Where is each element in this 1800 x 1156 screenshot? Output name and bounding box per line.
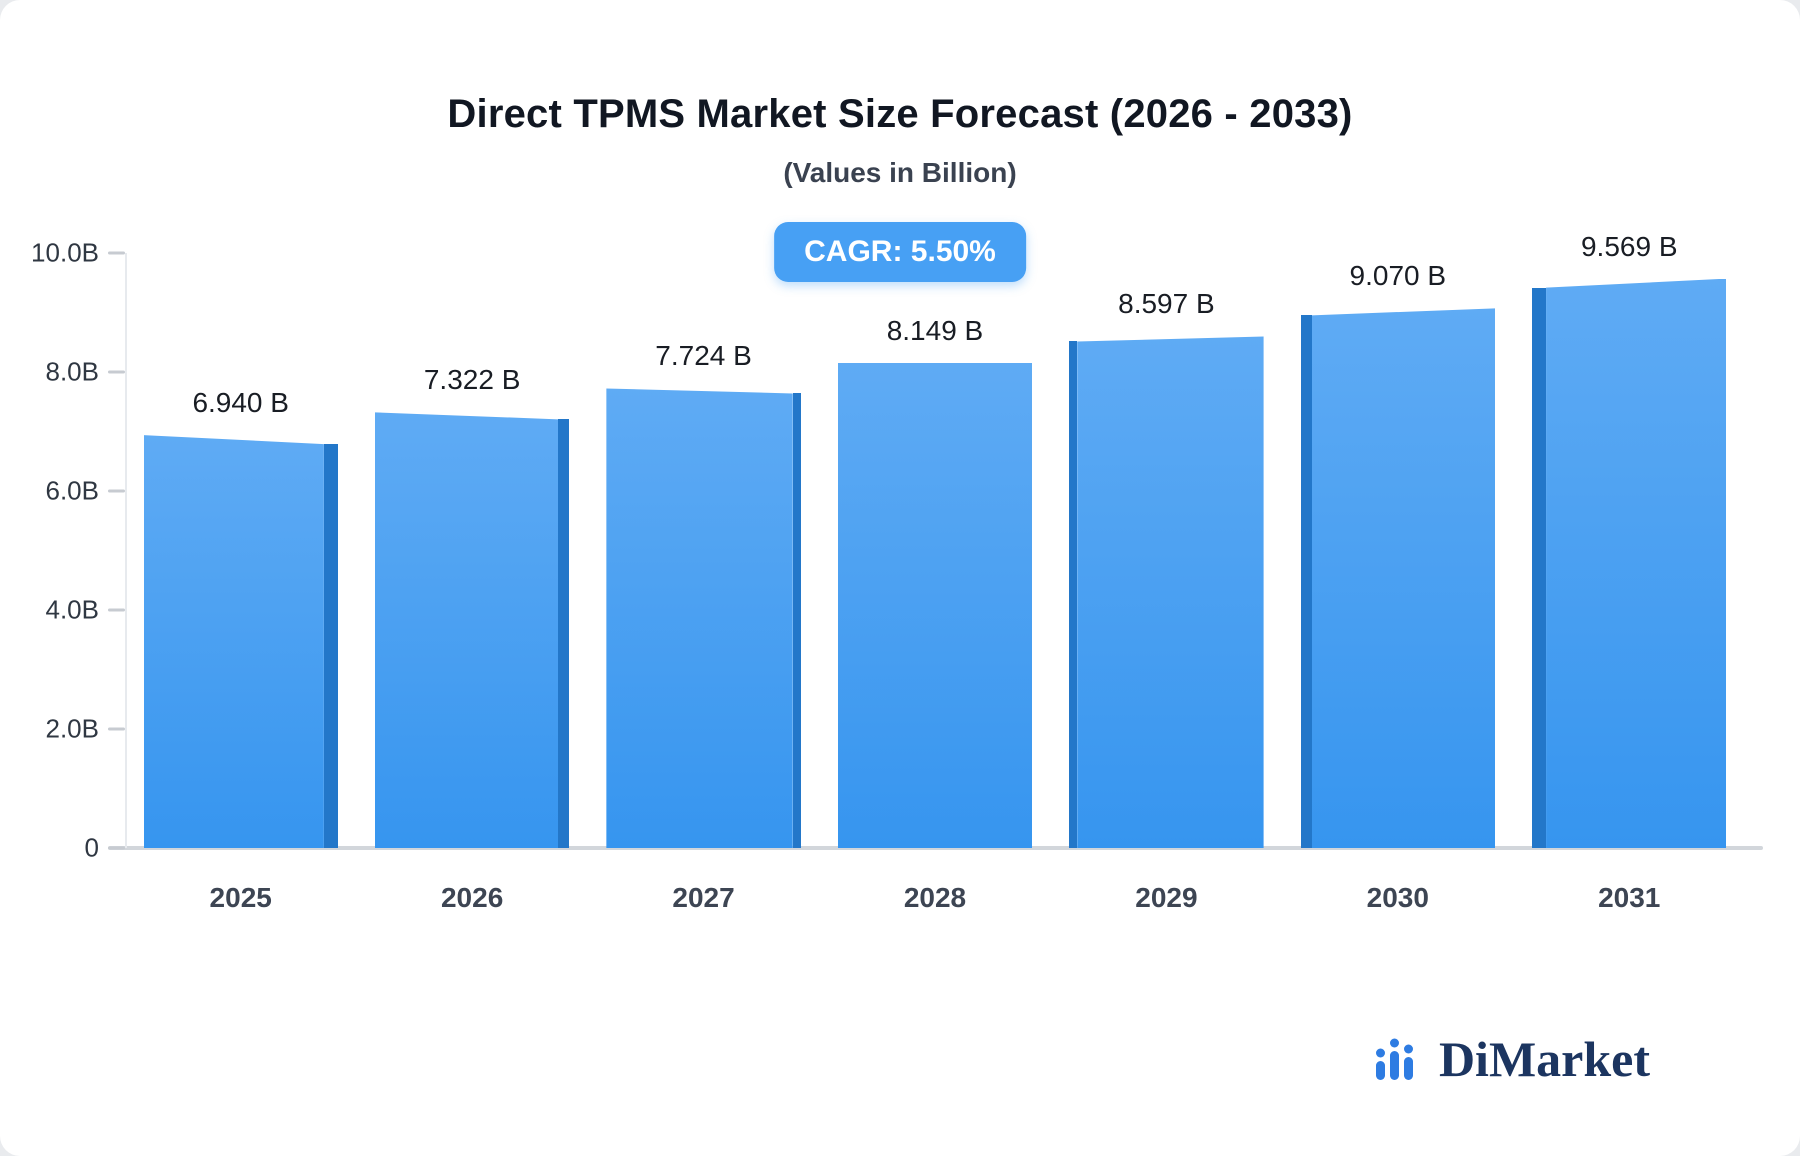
bar-group-2027: 7.724 B 2027 [606,253,801,913]
bar-group-2026: 7.322 B 2026 [374,253,570,913]
y-axis-tick-label: 4.0B [45,594,100,625]
y-axis-tick: 2.0B [30,714,125,745]
x-axis-label: 2031 [1598,882,1661,913]
y-axis-tick-mark [108,489,125,493]
x-axis-label: 2028 [903,882,967,913]
bar[interactable] [1069,336,1264,848]
bar-value-label: 6.940 B [192,387,289,419]
bar-side-shade [792,393,801,848]
bar-value-label: 8.597 B [1118,288,1215,320]
y-axis-tick: 6.0B [30,476,125,507]
bar-face [1546,278,1727,848]
chart-area: 0 2.0B 4.0B 6.0B 8.0B 10.0B 6.940 B 2025 7.322 … [30,231,1763,913]
y-axis-tick: 8.0B [30,357,125,388]
y-axis: 0 2.0B 4.0B 6.0B 8.0B 10.0B [30,238,125,863]
chart-subtitle: (Values in Billion) [783,157,1017,188]
bar[interactable] [143,435,338,848]
y-axis-tick-label: 6.0B [45,475,100,506]
bar[interactable] [606,388,801,848]
y-axis-tick-mark [108,727,125,731]
x-axis-label: 2030 [1366,882,1429,913]
y-axis-tick-label: 8.0B [45,356,100,387]
brand-name: DiMarket [1438,1031,1650,1087]
bar-side-shade [1069,341,1078,848]
y-axis-line [125,253,127,848]
plot-area: 6.940 B 2025 7.322 B 2026 7.724 B 2027 8.149 B… [125,231,1745,913]
bar-value-label: 8.149 B [886,315,984,347]
bar-face [143,435,324,848]
bar-group-2025: 6.940 B 2025 [143,253,338,913]
y-axis-tick: 10.0B [30,238,125,269]
bar-face [1311,308,1496,848]
y-axis-tick-mark [108,251,125,255]
y-axis-tick: 0 [30,833,125,864]
bar-group-2029: 8.597 B 2029 [1069,253,1264,913]
bar-side-shade [1532,287,1547,848]
y-axis-tick-mark [108,846,125,850]
chart-header: Direct TPMS Market Size Forecast (2026 -… [0,0,1800,189]
bar-group-2030: 9.070 B 2030 [1300,253,1496,913]
brand-logo: DiMarket [1371,1030,1650,1088]
bar[interactable] [837,363,1033,848]
bar-side-shade [323,444,338,848]
bar-group-2031: 9.569 B 2031 [1532,231,1727,913]
cagr-badge: CAGR: 5.50% [774,222,1026,282]
bar[interactable] [1300,308,1496,848]
x-axis-label: 2029 [1135,882,1198,913]
bar-face [374,412,559,848]
y-axis-tick-mark [108,608,125,612]
bar[interactable] [374,412,570,848]
x-axis-baseline [108,846,1763,850]
bar-value-label: 7.724 B [655,340,752,372]
y-axis-tick: 4.0B [30,595,125,626]
bar-face [606,388,793,848]
chart-title: Direct TPMS Market Size Forecast (2026 -… [447,92,1353,136]
bar-chart-logo-icon [1375,1038,1413,1080]
bar-value-label: 7.322 B [423,364,521,396]
x-axis-label: 2026 [440,882,504,913]
bar-value-label: 9.569 B [1580,230,1678,262]
bar-face [837,363,1033,848]
bar-side-shade [1300,315,1312,848]
bar[interactable] [1532,278,1727,848]
y-axis-tick-label: 2.0B [45,713,100,744]
x-axis-label: 2027 [672,882,735,913]
bar-side-shade [558,419,570,848]
y-axis-tick-label: 0 [84,832,99,863]
x-axis-label: 2025 [209,882,272,913]
bar-group-2028: 8.149 B 2028 [837,253,1033,913]
bar-value-label: 9.070 B [1349,260,1447,292]
bar-face [1077,336,1264,848]
y-axis-tick-label: 10.0B [31,237,99,268]
y-axis-tick-mark [108,370,125,374]
